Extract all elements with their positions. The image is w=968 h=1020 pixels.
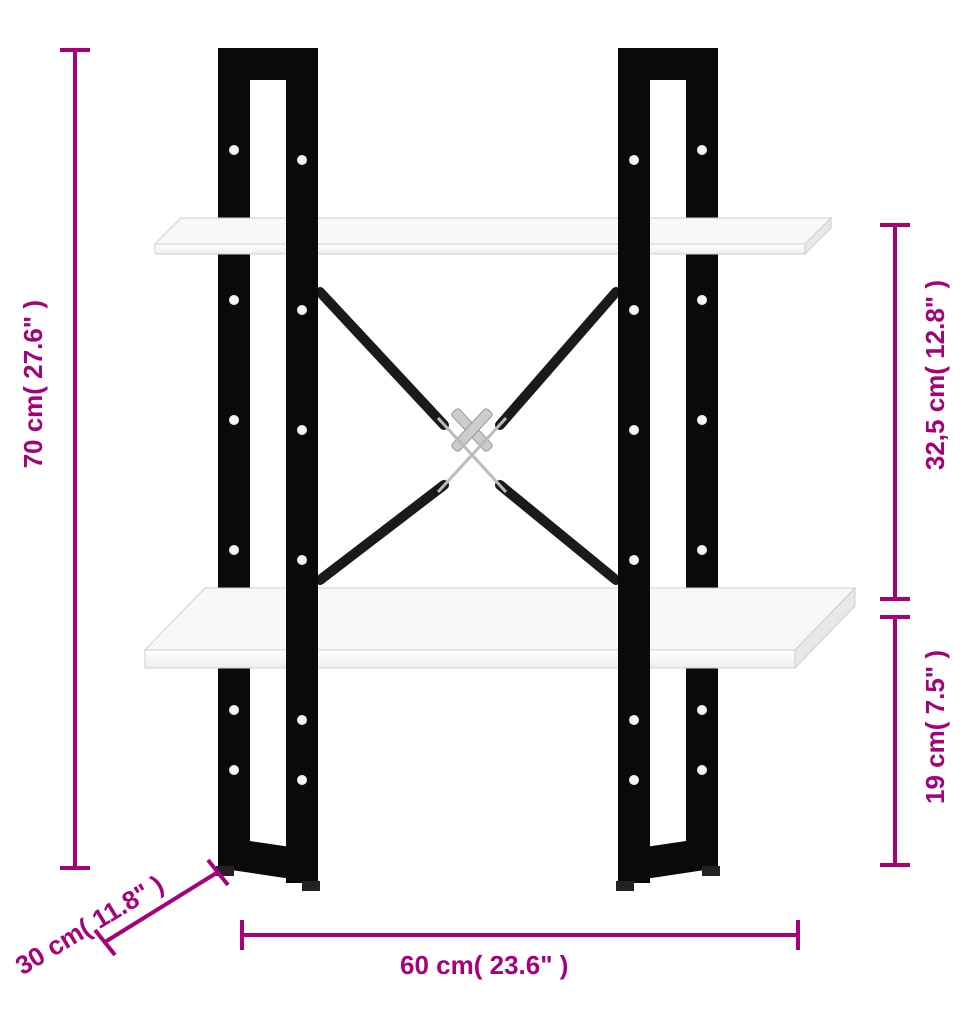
dim-clear-line [893, 615, 897, 867]
frame-front-posts [216, 48, 720, 891]
dim-width-line [240, 933, 800, 937]
dim-gap-line [893, 223, 897, 601]
turnbuckles [438, 408, 506, 492]
diagram-stage: 70 cm( 27.6" ) 30 cm( 11.8" ) 60 cm( 23.… [0, 0, 968, 1020]
dim-width-tick-right [796, 920, 800, 950]
dim-height-line [73, 48, 77, 870]
product-render [0, 0, 968, 1020]
dim-clear-label: 19 cm( 7.5" ) [920, 650, 951, 804]
dim-gap-label: 32,5 cm( 12.8" ) [920, 280, 951, 470]
top-shelf [155, 218, 831, 254]
dim-clear-tick-bot [880, 863, 910, 867]
dim-height-label: 70 cm( 27.6" ) [18, 300, 49, 468]
dim-height-tick-bot [60, 866, 90, 870]
dim-gap-tick-bot [880, 597, 910, 601]
dim-width-label: 60 cm( 23.6" ) [400, 950, 568, 981]
bottom-shelf [145, 588, 855, 668]
